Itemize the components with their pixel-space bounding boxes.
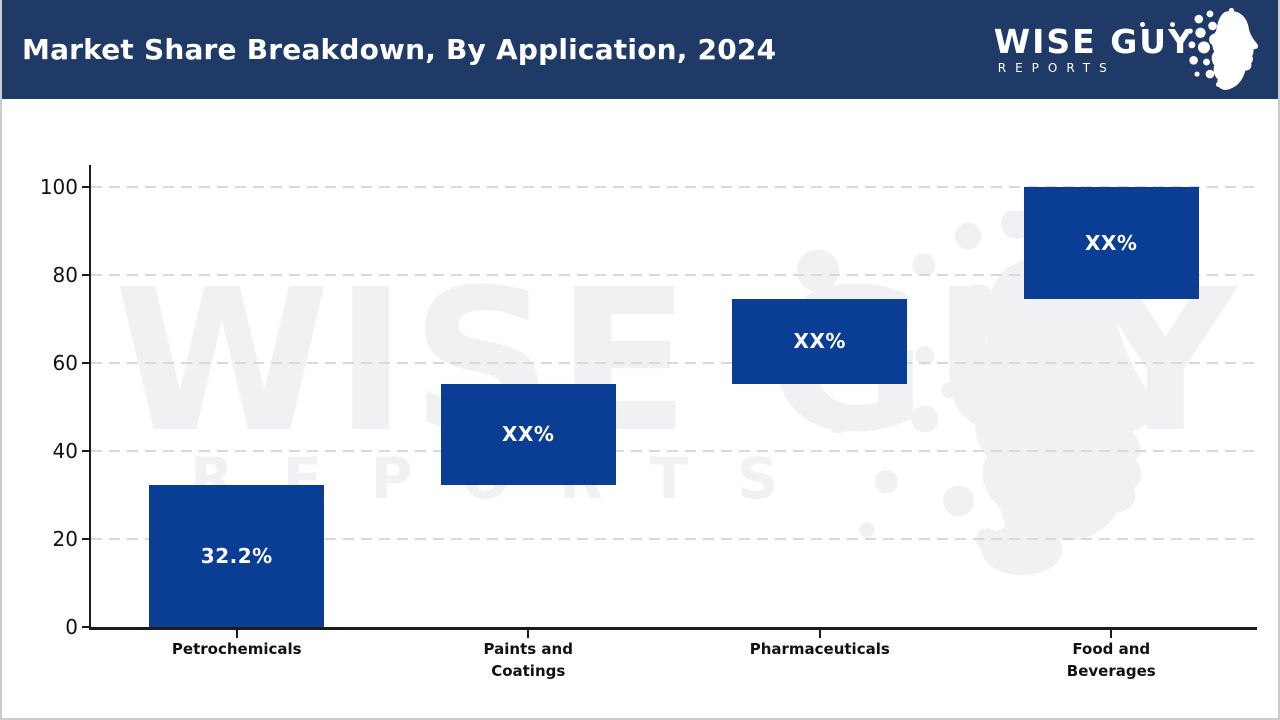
x-axis-line: [89, 627, 1257, 630]
x-tick: [1110, 630, 1113, 638]
x-tick: [527, 630, 530, 638]
plot-area: 32.2% XX% XX% XX%: [82, 165, 1257, 638]
logo-wordmark: WISE GUY: [993, 21, 1194, 61]
y-tick: [82, 362, 91, 364]
chart-area: WISE GUY REPORTS 32.2%XX%XX%XX% 02040608…: [2, 99, 1278, 718]
y-tick: [82, 626, 91, 628]
chart-title: Market Share Breakdown, By Application, …: [22, 33, 777, 66]
gridline: [91, 538, 1257, 540]
y-tick-label: 100: [39, 175, 78, 199]
y-tick: [82, 538, 91, 540]
bar-value-label: 32.2%: [200, 544, 273, 569]
logo-wordmark-block: WISE GUY REPORTS: [993, 21, 1194, 75]
logo-dot-icon: [1169, 21, 1175, 27]
brand-logo: WISE GUY REPORTS: [994, 7, 1264, 93]
y-tick: [82, 450, 91, 452]
x-tick: [235, 630, 238, 638]
gridline: [91, 186, 1257, 188]
bar: XX%: [1023, 187, 1199, 299]
gridline: [91, 274, 1257, 276]
y-tick-label: 60: [52, 351, 78, 375]
y-tick-label: 40: [52, 439, 78, 463]
logo-head-icon: [1187, 7, 1259, 90]
x-tick: [818, 630, 821, 638]
x-axis-labels: Petrochemicals Paints and Coatings Pharmac…: [91, 639, 1257, 699]
bar: XX%: [440, 383, 616, 486]
y-tick-label: 0: [65, 615, 78, 639]
y-axis-labels: 0 20 40 60 80 100: [2, 165, 78, 639]
y-tick: [82, 274, 91, 276]
x-category-label: Petrochemicals: [171, 640, 302, 658]
y-axis-line: [89, 165, 91, 630]
bar-value-label: XX%: [793, 329, 846, 354]
x-category-label: Food and Beverages: [1066, 640, 1156, 680]
y-tick-label: 20: [52, 527, 78, 551]
x-category-label: Paints and Coatings: [483, 640, 573, 680]
bar: XX%: [732, 298, 908, 384]
x-category-label: Pharmaceuticals: [749, 640, 890, 658]
logo-sub-wordmark: REPORTS: [997, 60, 1116, 75]
watermark-head-icon: [777, 211, 1162, 576]
bar-value-label: XX%: [502, 422, 555, 447]
logo-dot-icon: [1139, 21, 1145, 27]
bar: 32.2%: [149, 485, 325, 627]
bar-value-label: XX%: [1085, 230, 1138, 255]
header: Market Share Breakdown, By Application, …: [2, 0, 1278, 99]
gridline: [91, 450, 1257, 452]
gridline: [91, 362, 1257, 364]
y-tick-label: 80: [52, 263, 78, 287]
y-tick: [82, 186, 91, 188]
